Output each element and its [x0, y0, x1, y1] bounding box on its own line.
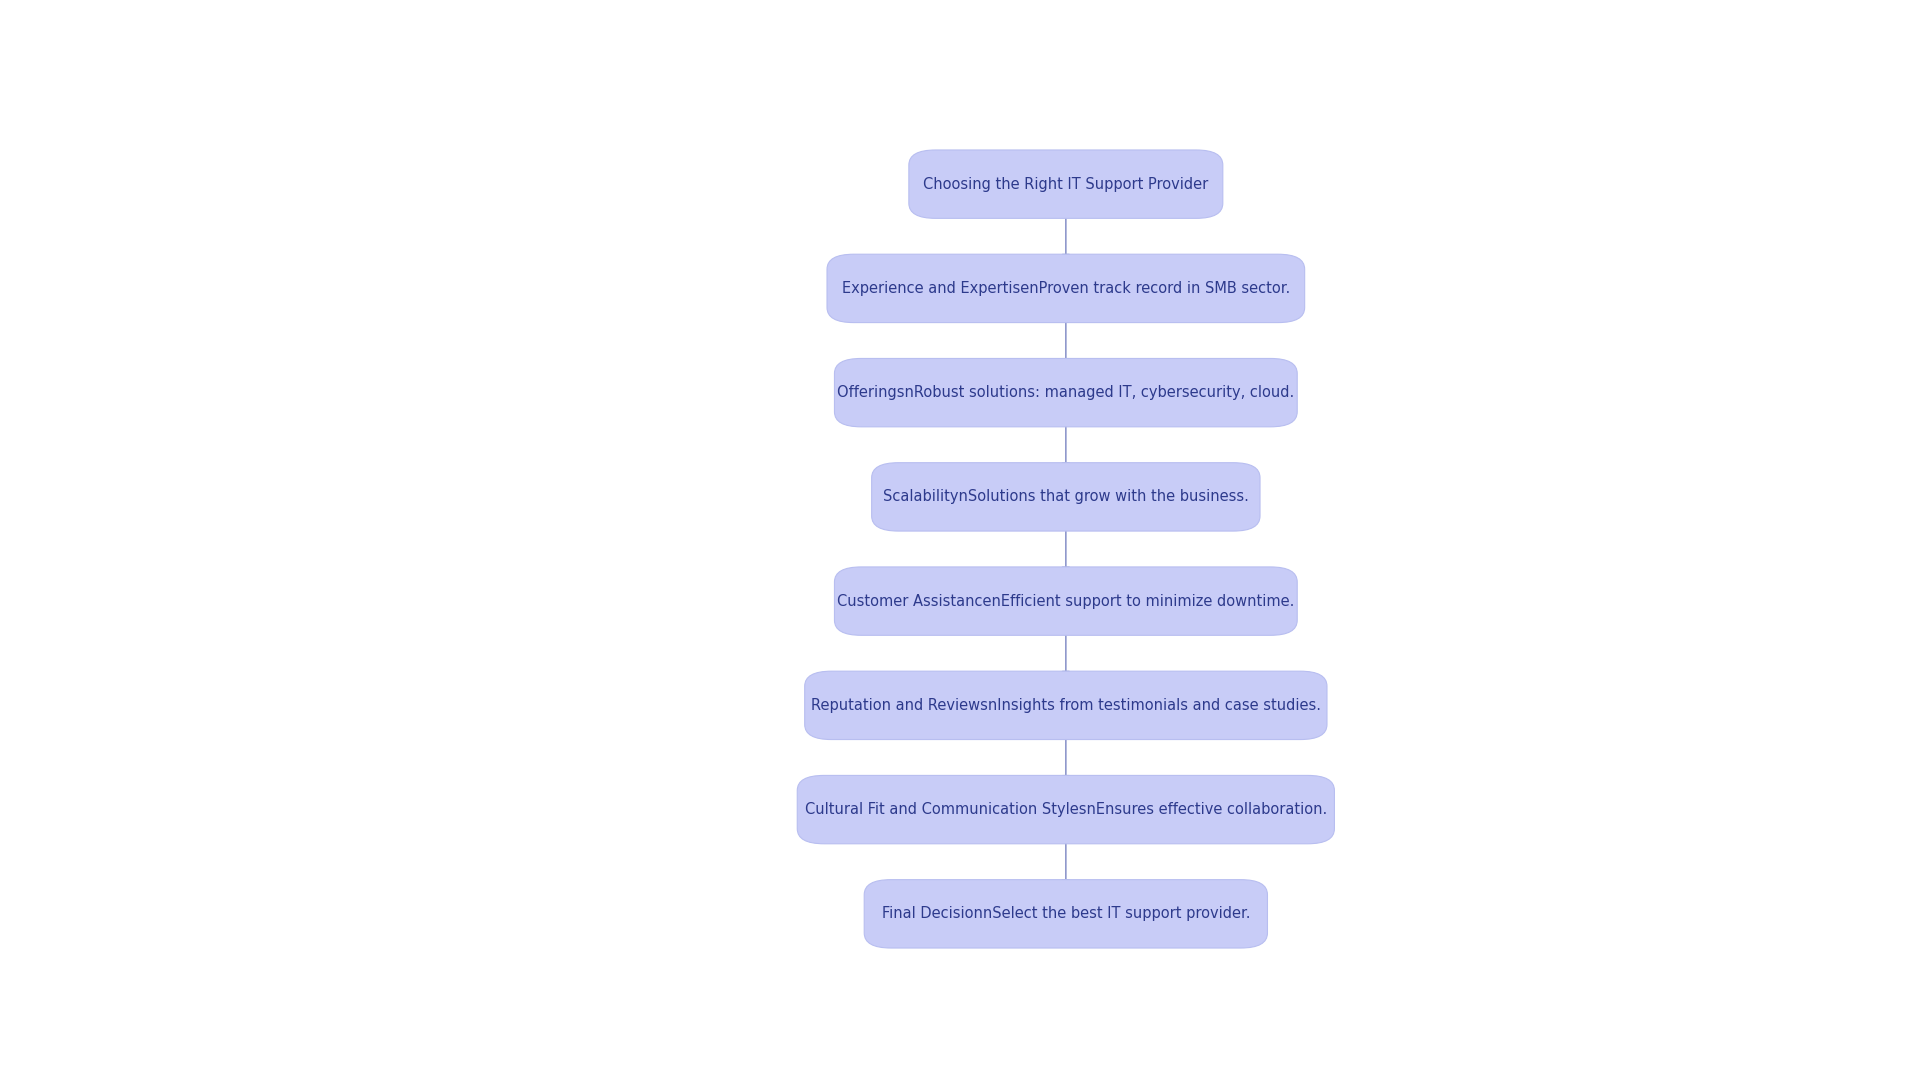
Text: Choosing the Right IT Support Provider: Choosing the Right IT Support Provider [924, 177, 1208, 192]
Text: ScalabilitynSolutions that grow with the business.: ScalabilitynSolutions that grow with the… [883, 490, 1248, 505]
FancyBboxPatch shape [872, 462, 1260, 531]
FancyBboxPatch shape [828, 255, 1306, 323]
FancyBboxPatch shape [864, 879, 1267, 948]
FancyBboxPatch shape [835, 566, 1298, 636]
Text: Customer AssistancenEfficient support to minimize downtime.: Customer AssistancenEfficient support to… [837, 593, 1294, 609]
FancyBboxPatch shape [797, 775, 1334, 844]
FancyBboxPatch shape [908, 149, 1223, 219]
Text: OfferingsnRobust solutions: managed IT, cybersecurity, cloud.: OfferingsnRobust solutions: managed IT, … [837, 386, 1294, 400]
FancyBboxPatch shape [835, 358, 1298, 427]
Text: Cultural Fit and Communication StylesnEnsures effective collaboration.: Cultural Fit and Communication StylesnEn… [804, 803, 1327, 817]
FancyBboxPatch shape [804, 671, 1327, 740]
Text: Reputation and ReviewsnInsights from testimonials and case studies.: Reputation and ReviewsnInsights from tes… [810, 697, 1321, 713]
Text: Experience and ExpertisenProven track record in SMB sector.: Experience and ExpertisenProven track re… [841, 280, 1290, 296]
Text: Final DecisionnSelect the best IT support provider.: Final DecisionnSelect the best IT suppor… [881, 906, 1250, 922]
